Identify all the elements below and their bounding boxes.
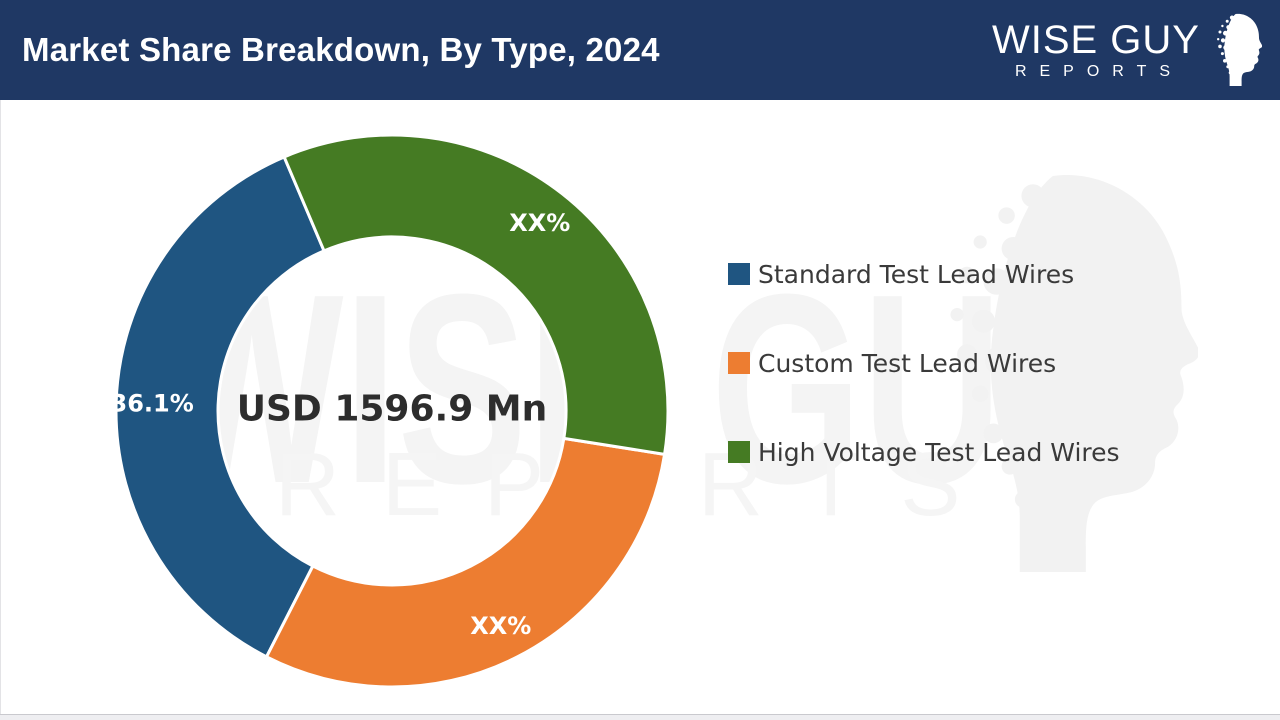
segment-label-custom-test-lead-wires: XX% [470,612,531,640]
logo-reports-text: REPORTS [1014,62,1184,80]
donut-segment-high-voltage-test-lead-wires [282,133,670,456]
segment-label-high-voltage-test-lead-wires: XX% [509,209,570,237]
chart-legend: Standard Test Lead Wires Custom Test Lead… [728,259,1120,467]
header: Market Share Breakdown, By Type, 2024 WI… [0,0,1280,100]
bottom-divider [0,714,1280,720]
legend-swatch-icon [728,441,750,463]
donut-segment-custom-test-lead-wires [265,436,667,689]
legend-swatch-icon [728,263,750,285]
legend-swatch-icon [728,352,750,374]
legend-item-custom-test-lead-wires: Custom Test Lead Wires [728,348,1120,378]
face-profile-dots-icon [1217,13,1262,87]
wiseguy-logo: WISE GUY REPORTS [992,10,1262,90]
legend-item-high-voltage-test-lead-wires: High Voltage Test Lead Wires [728,437,1120,467]
legend-label: Custom Test Lead Wires [758,348,1057,378]
legend-item-standard-test-lead-wires: Standard Test Lead Wires [728,259,1120,289]
logo-wordmark: WISE GUY REPORTS [992,20,1200,81]
donut-segment-standard-test-lead-wires [114,155,326,659]
donut-chart: 36.1% XX% XX% [111,133,670,689]
legend-label: High Voltage Test Lead Wires [758,437,1120,467]
legend-label: Standard Test Lead Wires [758,259,1075,289]
page-title: Market Share Breakdown, By Type, 2024 [22,31,660,68]
logo-wordmark-text: WISE GUY [991,17,1200,62]
chart-center-value: USD 1596.9 Mn [236,388,548,430]
left-edge-line [0,100,1,720]
segment-label-standard-test-lead-wires: 36.1% [111,390,194,418]
